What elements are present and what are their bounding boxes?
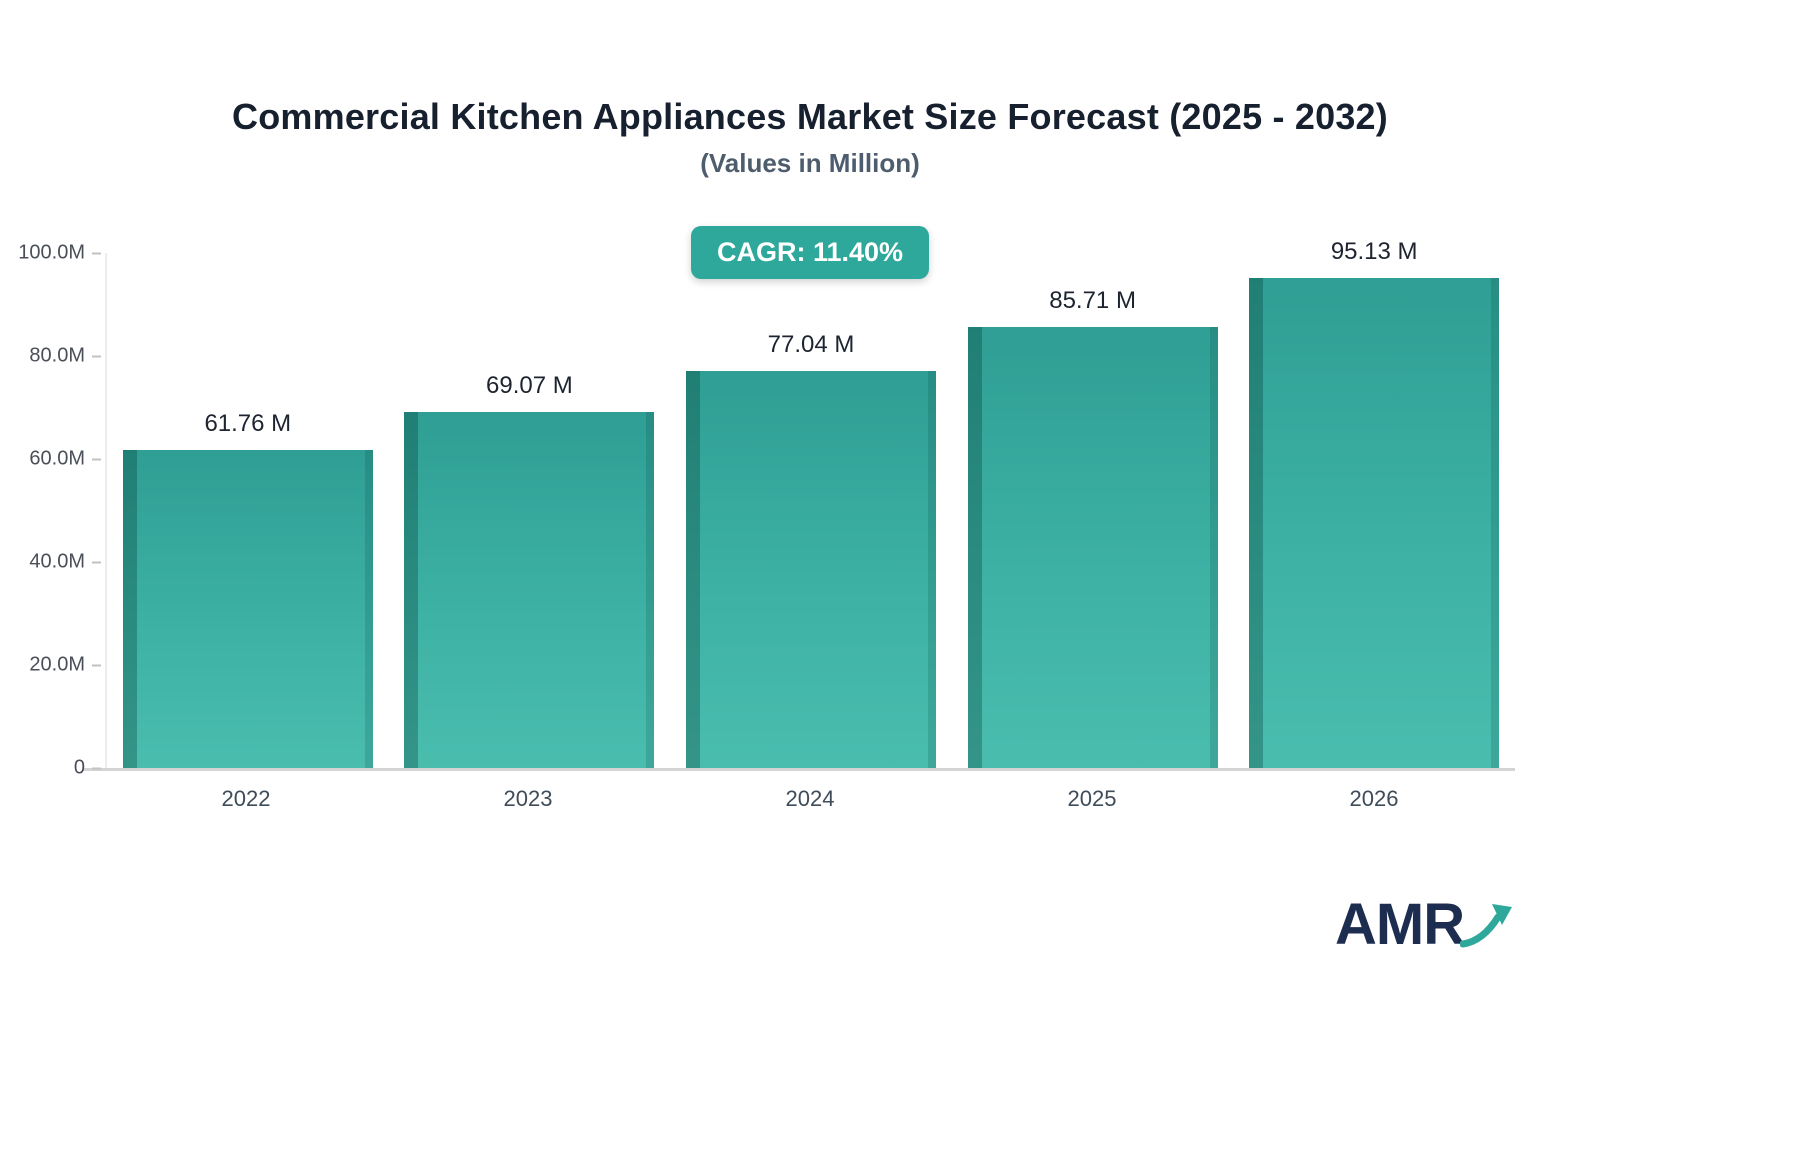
tick-mark xyxy=(92,767,101,769)
tick-mark xyxy=(92,561,101,563)
x-axis-label: 2026 xyxy=(1349,786,1399,811)
y-tick: 20.0M xyxy=(0,654,101,677)
bar: 85.71 M xyxy=(967,287,1218,769)
bar-slot: 61.76 M xyxy=(107,253,389,769)
plot-area: 100.0M 80.0M 60.0M 40.0M 20.0M 0 xyxy=(18,238,1515,779)
x-axis-labels: 2022 2023 2024 2025 2026 xyxy=(105,786,1515,812)
y-tick: 40.0M xyxy=(0,551,101,574)
bar-value-label: 85.71 M xyxy=(1049,286,1136,314)
tick-mark xyxy=(92,664,101,666)
x-axis-line-extension xyxy=(83,768,107,771)
bar: 77.04 M xyxy=(685,331,936,768)
x-axis-label: 2023 xyxy=(503,786,553,811)
y-tick: 60.0M xyxy=(0,448,101,471)
y-tick-label: 60.0M xyxy=(29,447,85,470)
bars-container: 61.76 M 69.07 M 77.04 M 85.71 M 95.13 M xyxy=(107,238,1515,769)
cagr-badge: CAGR: 11.40% xyxy=(690,226,930,279)
y-tick-label: 20.0M xyxy=(29,653,85,676)
y-tick-label: 0 xyxy=(73,756,85,779)
bar-slot: 77.04 M xyxy=(670,253,952,768)
chart-subtitle: (Values in Million) xyxy=(700,148,920,178)
logo-text: AMR xyxy=(1335,892,1465,957)
cagr-badge-row: CAGR: 11.40% xyxy=(105,226,1515,279)
bar-value-label: 61.76 M xyxy=(204,409,292,437)
logo-arrow-icon xyxy=(1460,904,1513,948)
y-tick: 0 xyxy=(0,757,101,780)
y-tick: 80.0M xyxy=(0,345,101,368)
bar-value-label: 69.07 M xyxy=(486,372,573,400)
bar-slot: 95.13 M xyxy=(1233,238,1515,768)
x-axis-label: 2025 xyxy=(1067,786,1117,811)
y-tick: 100.0M xyxy=(0,242,101,265)
bar: 61.76 M xyxy=(122,410,373,769)
x-axis-label: 2022 xyxy=(221,786,271,811)
bar-slot: 85.71 M xyxy=(952,253,1234,769)
amr-logo: AMR xyxy=(1335,892,1513,957)
y-tick-label: 40.0M xyxy=(29,550,85,573)
y-tick-label: 100.0M xyxy=(18,241,85,264)
tick-mark xyxy=(92,252,101,254)
y-tick-label: 80.0M xyxy=(29,344,85,367)
tick-mark xyxy=(92,355,101,357)
bar: 95.13 M xyxy=(1249,238,1500,768)
chart-title: Commercial Kitchen Appliances Market Siz… xyxy=(232,96,1388,137)
x-axis-label: 2024 xyxy=(785,786,835,811)
bar-slot: 69.07 M xyxy=(389,253,671,768)
tick-mark xyxy=(92,458,101,460)
bar-value-label: 95.13 M xyxy=(1330,238,1418,266)
bar-value-label: 77.04 M xyxy=(767,331,855,359)
bar: 69.07 M xyxy=(404,372,655,768)
